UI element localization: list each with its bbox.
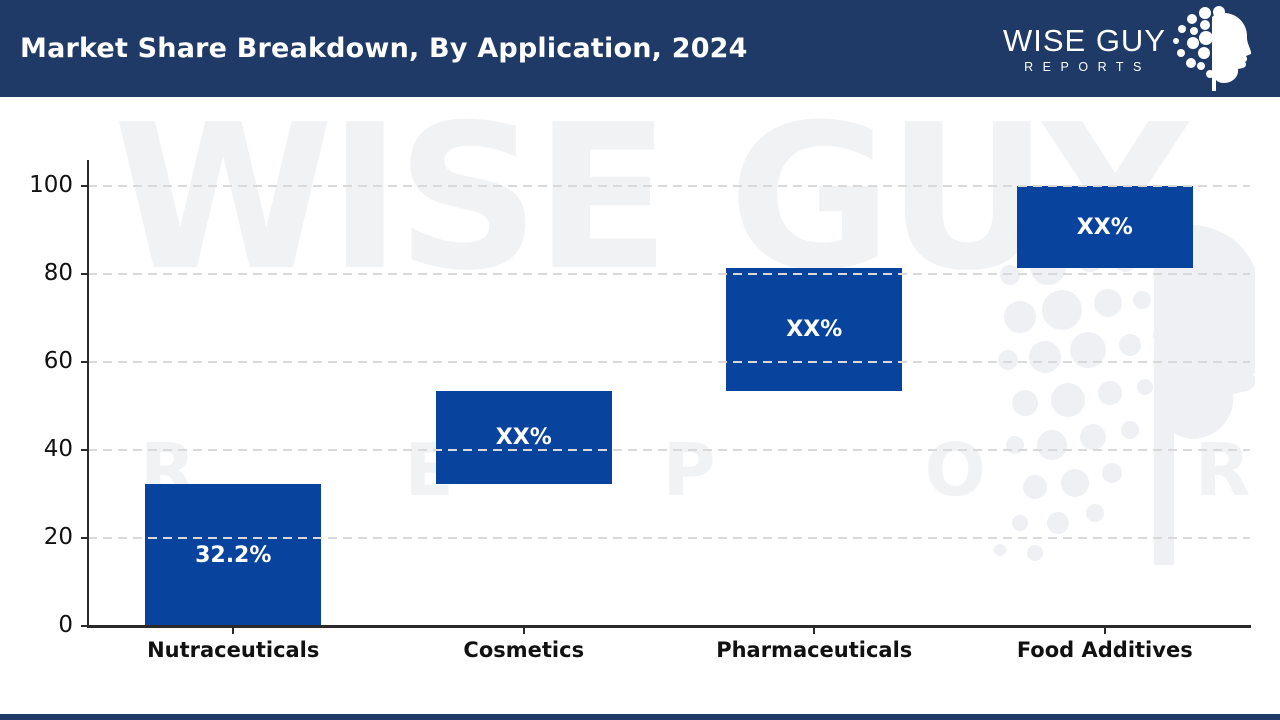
bar-value-label: XX% xyxy=(1076,214,1133,240)
bar-value-label: 32.2% xyxy=(195,542,272,568)
bar-value-label: XX% xyxy=(786,316,843,342)
y-axis-line xyxy=(87,160,89,628)
brand-name: WISE GUY xyxy=(1002,23,1166,58)
bar-value-label: XX% xyxy=(495,424,552,450)
brand-wordmark: WISE GUY REPORTS xyxy=(1003,23,1166,74)
category-label: Pharmaceuticals xyxy=(716,638,913,662)
bar-cosmetics: XX% xyxy=(435,390,612,485)
y-tick-mark xyxy=(81,361,88,363)
bar-nutraceuticals: 32.2% xyxy=(145,484,322,626)
y-tick-mark xyxy=(81,449,88,451)
gridline xyxy=(88,537,1250,539)
category-label: Cosmetics xyxy=(463,638,585,662)
bar-food-additives: XX% xyxy=(1016,186,1193,269)
y-tick-label: 0 xyxy=(58,612,73,638)
x-axis-line xyxy=(87,625,1251,628)
y-tick-label: 60 xyxy=(43,348,73,374)
category-label: Nutraceuticals xyxy=(147,638,320,662)
y-tick-mark xyxy=(81,625,88,627)
gridline xyxy=(88,361,1250,363)
brand-logo: WISE GUY REPORTS xyxy=(1003,3,1254,95)
y-tick-label: 100 xyxy=(29,172,73,198)
gridline xyxy=(88,449,1250,451)
gridline xyxy=(88,185,1250,187)
x-tick-mark xyxy=(522,627,525,634)
x-tick-mark xyxy=(232,627,235,634)
bar-pharmaceuticals: XX% xyxy=(726,268,903,391)
header-bar: Market Share Breakdown, By Application, … xyxy=(0,0,1280,97)
x-tick-mark xyxy=(1103,627,1106,634)
y-tick-mark xyxy=(81,273,88,275)
footer-bar xyxy=(0,714,1280,720)
y-tick-label: 20 xyxy=(43,524,73,550)
chart-title: Market Share Breakdown, By Application, … xyxy=(20,33,748,64)
y-tick-mark xyxy=(81,537,88,539)
y-tick-label: 80 xyxy=(43,260,73,286)
head-profile-icon xyxy=(1168,3,1254,95)
x-tick-mark xyxy=(813,627,816,634)
y-tick-mark xyxy=(81,185,88,187)
y-tick-label: 40 xyxy=(43,436,73,462)
gridline xyxy=(88,273,1250,275)
brand-subtitle: REPORTS xyxy=(1024,60,1151,74)
category-label: Food Additives xyxy=(1016,638,1193,662)
